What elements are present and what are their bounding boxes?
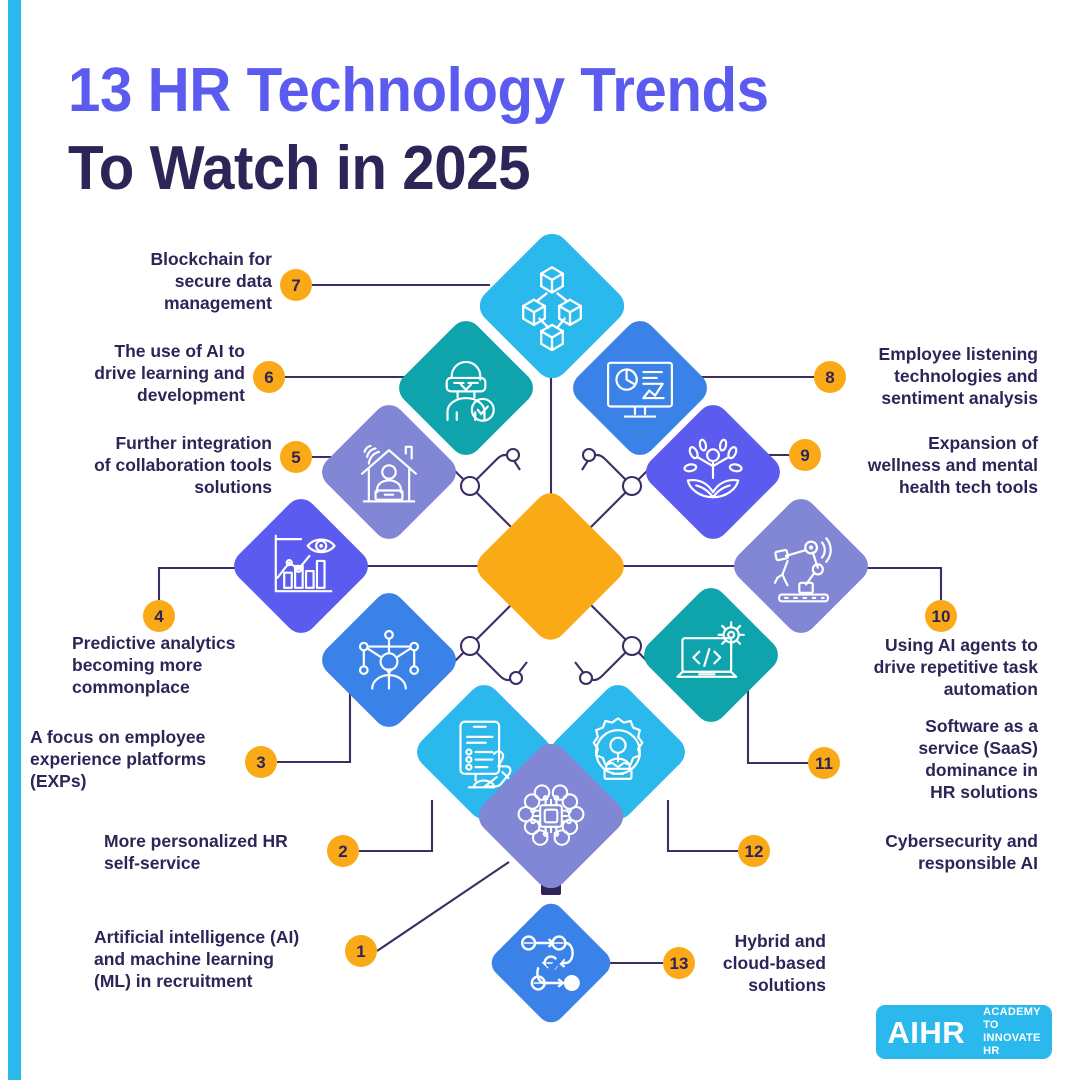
trend-label-10-line-3: automation [943, 679, 1038, 699]
left-accent-stripe [8, 0, 21, 1080]
logo-tagline: ACADEMY TO INNOVATE HR [983, 1006, 1041, 1058]
trend-label-6: The use of AI to drive learning and deve… [30, 340, 245, 406]
title-line-1: 13 HR Technology Trends [68, 56, 769, 125]
trend-label-9: Expansion of wellness and mental health … [838, 432, 1038, 498]
trend-label-10: Using AI agents to drive repetitive task… [828, 634, 1038, 700]
trend-label-6-line-2: drive learning and [94, 363, 245, 383]
trend-label-2-line-1: More personalized HR [104, 831, 288, 851]
trend-label-1-line-2: and machine learning [94, 949, 274, 969]
trend-label-6-line-1: The use of AI to [114, 341, 245, 361]
trend-label-5-line-1: Further integration [115, 433, 272, 453]
trend-label-2: More personalized HR self-service [104, 830, 329, 874]
trend-node-6[interactable] [392, 314, 539, 461]
trend-label-3-line-2: experience platforms [30, 749, 207, 769]
trend-label-5: Further integration of collaboration too… [30, 432, 272, 498]
trend-label-10-line-1: Using AI agents to [885, 635, 1038, 655]
center-hub-diamond[interactable] [471, 487, 631, 647]
trend-badge-9[interactable]: 9 [789, 439, 821, 471]
trend-label-1: Artificial intelligence (AI) and machine… [94, 926, 334, 992]
trend-label-12-line-2: responsible AI [918, 853, 1038, 873]
trend-label-4-line-1: Predictive analytics [72, 633, 236, 653]
trend-node-11[interactable] [637, 581, 784, 728]
trend-label-8: Employee listening technologies and sent… [830, 343, 1038, 409]
trend-label-11-line-4: HR solutions [930, 782, 1038, 802]
trend-badge-10[interactable]: 10 [925, 600, 957, 632]
trend-badge-3[interactable]: 3 [245, 746, 277, 778]
trend-label-2-line-2: self-service [104, 853, 201, 873]
trend-label-7-line-3: management [164, 293, 272, 313]
trend-node-5[interactable] [315, 398, 462, 545]
trend-label-9-line-1: Expansion of [928, 433, 1038, 453]
trend-node-13[interactable] [486, 898, 616, 1028]
trend-label-4: Predictive analytics becoming more commo… [72, 632, 312, 698]
trend-label-8-line-3: sentiment analysis [881, 388, 1038, 408]
trend-label-9-line-3: health tech tools [898, 477, 1038, 497]
trend-label-6-line-3: development [137, 385, 245, 405]
trend-label-10-line-2: drive repetitive task [873, 657, 1038, 677]
trend-node-3[interactable] [315, 586, 462, 733]
trend-label-8-line-1: Employee listening [878, 344, 1038, 364]
trend-node-9[interactable] [639, 398, 786, 545]
trend-badge-5[interactable]: 5 [280, 441, 312, 473]
trend-badge-8[interactable]: 8 [814, 361, 846, 393]
trend-label-12-line-1: Cybersecurity and [885, 831, 1038, 851]
trend-badge-7[interactable]: 7 [280, 269, 312, 301]
trend-badge-4[interactable]: 4 [143, 600, 175, 632]
trend-node-8[interactable] [566, 314, 713, 461]
trend-node-7[interactable] [473, 227, 631, 385]
trend-label-3: A focus on employee experience platforms… [30, 726, 245, 792]
trend-node-1[interactable] [472, 737, 630, 895]
trend-label-13-line-1: Hybrid and [734, 931, 826, 951]
trend-label-13: Hybrid and cloud-based solutions [706, 930, 826, 996]
aihr-logo[interactable]: AIHR ACADEMY TO INNOVATE HR [876, 1005, 1052, 1059]
trend-badge-6[interactable]: 6 [253, 361, 285, 393]
trend-label-1-line-3: (ML) in recruitment [94, 971, 253, 991]
trend-badge-13[interactable]: 13 [663, 947, 695, 979]
trend-label-3-line-1: A focus on employee [30, 727, 206, 747]
trend-node-10[interactable] [727, 492, 874, 639]
trend-label-5-line-2: of collaboration tools [94, 455, 272, 475]
trend-label-1-line-1: Artificial intelligence (AI) [94, 927, 300, 947]
logo-tagline-line-2: INNOVATE HR [983, 1032, 1041, 1057]
trend-label-7-line-1: Blockchain for [150, 249, 272, 269]
trend-label-3-line-3: (EXPs) [30, 771, 87, 791]
trend-badge-1[interactable]: 1 [345, 935, 377, 967]
trend-badge-11[interactable]: 11 [808, 747, 840, 779]
logo-wordmark: AIHR [887, 1014, 966, 1050]
trend-label-13-line-2: cloud-based [722, 953, 826, 973]
trend-label-7: Blockchain for secure data management [60, 248, 272, 314]
page-title: 13 HR Technology Trends To Watch in 2025 [68, 52, 948, 208]
trend-label-5-line-3: solutions [194, 477, 272, 497]
trend-label-8-line-2: technologies and [894, 366, 1038, 386]
trend-node-4[interactable] [227, 492, 374, 639]
trend-label-4-line-3: commonplace [72, 677, 190, 697]
trend-label-4-line-2: becoming more [72, 655, 203, 675]
trend-label-11-line-2: service (SaaS) [918, 738, 1038, 758]
trend-label-9-line-2: wellness and mental [867, 455, 1038, 475]
trend-label-12: Cybersecurity and responsible AI [778, 830, 1038, 874]
logo-tagline-line-1: ACADEMY TO [983, 1006, 1041, 1031]
trend-label-11-line-3: dominance in [925, 760, 1038, 780]
trend-badge-2[interactable]: 2 [327, 835, 359, 867]
trend-label-11-line-1: Software as a [925, 716, 1038, 736]
title-line-2: To Watch in 2025 [68, 134, 531, 203]
trend-label-11: Software as a service (SaaS) dominance i… [838, 715, 1038, 803]
trend-label-7-line-2: secure data [174, 271, 272, 291]
trend-label-13-line-3: solutions [748, 975, 826, 995]
trend-badge-12[interactable]: 12 [738, 835, 770, 867]
